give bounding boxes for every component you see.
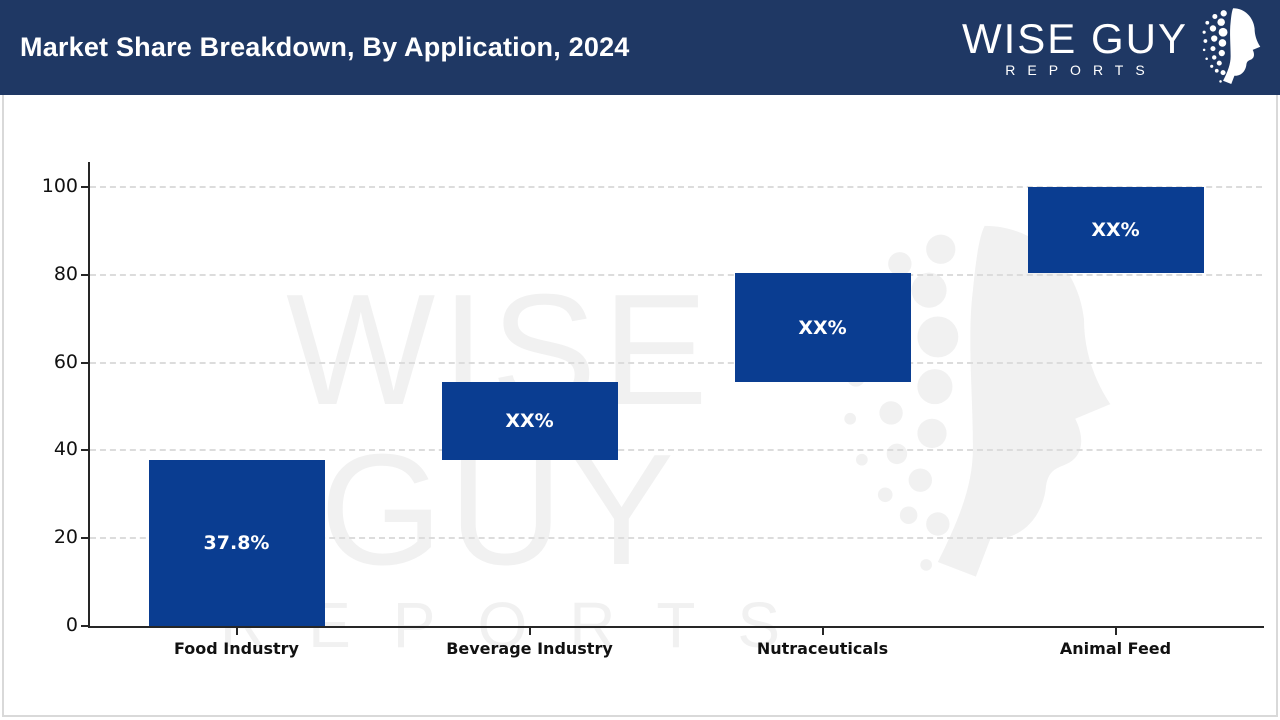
- bar-value-label: 37.8%: [203, 532, 270, 555]
- y-tick-label: 40: [53, 438, 78, 461]
- bar-animal-feed: XX%: [1027, 187, 1204, 274]
- x-category-label: Food Industry: [174, 639, 299, 658]
- bar-value-label: XX%: [505, 410, 554, 433]
- header-bar: Market Share Breakdown, By Application, …: [0, 0, 1280, 95]
- y-tick-label: 60: [53, 350, 78, 373]
- gridline: [90, 361, 1262, 364]
- x-tick-mark: [235, 628, 238, 635]
- page-title: Market Share Breakdown, By Application, …: [20, 32, 630, 62]
- y-tick-label: 100: [41, 175, 78, 197]
- x-axis-line: [88, 626, 1264, 628]
- x-category-label: Animal Feed: [1059, 639, 1172, 658]
- bar-nutraceuticals: XX%: [734, 273, 911, 383]
- bar-value-label: XX%: [1091, 219, 1140, 242]
- y-tick-mark: [81, 537, 88, 540]
- logo-wordmark: WISE GUY: [961, 15, 1188, 62]
- gridline: [90, 273, 1262, 276]
- x-tick-mark: [1114, 628, 1117, 635]
- logo-subtitle: REPORTS: [1005, 62, 1157, 78]
- y-tick-mark: [81, 361, 88, 364]
- bar-value-label: XX%: [798, 316, 847, 339]
- y-tick-label: 0: [65, 614, 78, 636]
- y-tick-mark: [81, 625, 88, 627]
- x-category-label: Beverage Industry: [446, 639, 613, 658]
- y-tick-mark: [81, 273, 88, 276]
- y-tick-mark: [81, 186, 88, 188]
- bar-beverage-industry: XX%: [441, 382, 618, 461]
- x-category-label: Nutraceuticals: [756, 639, 889, 658]
- y-tick-mark: [81, 449, 88, 452]
- bar-food-industry: 37.8%: [148, 460, 325, 626]
- y-tick-label: 20: [53, 526, 78, 549]
- x-tick-mark: [528, 628, 531, 635]
- logo-text: WISE GUY REPORTS: [962, 17, 1188, 79]
- y-tick-label: 80: [53, 262, 78, 285]
- wiseguy-logo: WISE GUY REPORTS: [962, 6, 1266, 90]
- y-axis-line: [88, 162, 90, 628]
- gridline: [90, 186, 1262, 188]
- gridline: [90, 449, 1262, 452]
- x-tick-mark: [821, 628, 824, 635]
- gridline: [90, 537, 1262, 540]
